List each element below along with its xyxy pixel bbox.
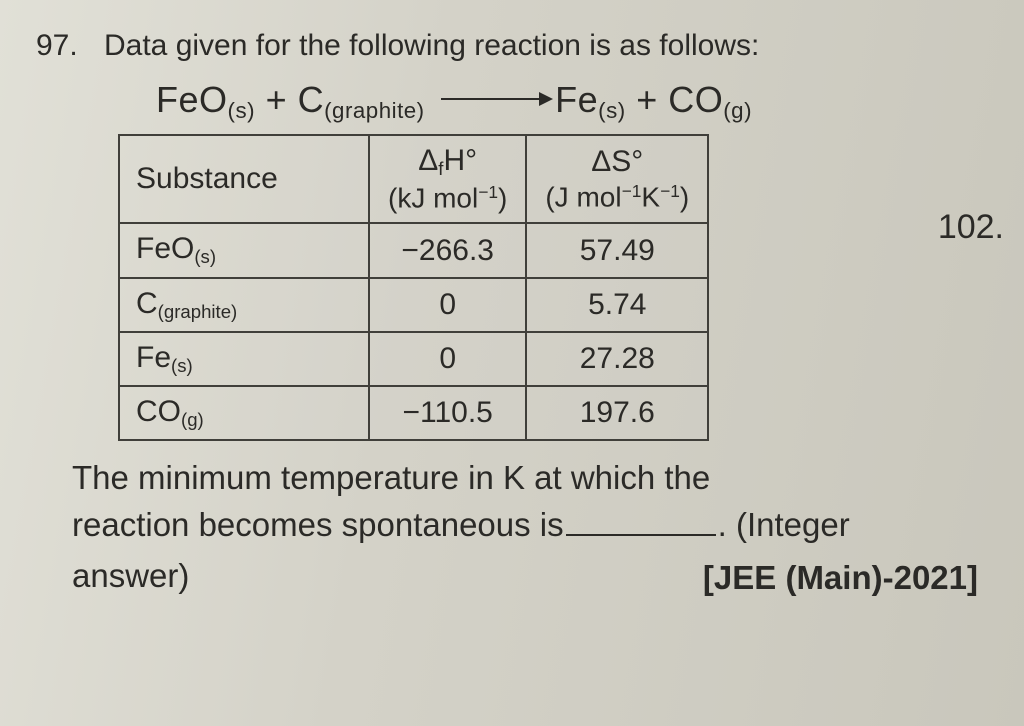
cell-substance: CO(g) <box>119 386 369 440</box>
table-row: Fe(s) 0 27.28 <box>119 332 708 386</box>
answer-blank <box>566 504 716 536</box>
cell-ds: 27.28 <box>526 332 708 386</box>
reactant-2-base: C <box>298 79 325 120</box>
cell-ds: 5.74 <box>526 278 708 332</box>
ds-unit: (J mol−1K−1) <box>545 181 689 214</box>
table-row: C(graphite) 0 5.74 <box>119 278 708 332</box>
dfh-symbol: Δ <box>418 144 438 177</box>
product-2-phase: (g) <box>723 98 752 123</box>
data-table-wrap: Substance ΔfH° (kJ mol−1) ΔS° (J mol−1K−… <box>118 134 988 442</box>
conclusion-line2a: reaction becomes spontaneous is <box>72 506 564 543</box>
cell-dfh: 0 <box>369 332 526 386</box>
product-1-base: Fe <box>555 79 598 120</box>
source-tag: [JEE (Main)-2021] <box>703 555 978 602</box>
page: 97. Data given for the following reactio… <box>0 0 1024 726</box>
col-header-ds: ΔS° (J mol−1K−1) <box>526 135 708 224</box>
cell-substance: C(graphite) <box>119 278 369 332</box>
plus-1: + <box>266 79 288 120</box>
cell-dfh: 0 <box>369 278 526 332</box>
next-question-number: 102. <box>938 208 1004 247</box>
dfh-rest: H° <box>443 144 477 177</box>
cell-ds: 57.49 <box>526 223 708 277</box>
dfh-unit: (kJ mol−1) <box>388 182 507 215</box>
cell-substance: FeO(s) <box>119 223 369 277</box>
col-header-dfh: ΔfH° (kJ mol−1) <box>369 135 526 224</box>
question-number: 97. <box>36 26 82 67</box>
cell-ds: 197.6 <box>526 386 708 440</box>
conclusion-line2b: . (Integer <box>718 506 850 543</box>
col-header-substance: Substance <box>119 135 369 224</box>
conclusion-last-line: answer) [JEE (Main)-2021] <box>72 553 978 600</box>
product-2-base: CO <box>668 79 723 120</box>
question-text: Data given for the following reaction is… <box>104 26 759 67</box>
plus-2: + <box>636 79 658 120</box>
reaction-equation: FeO(s) + C(graphite) Fe(s) + CO(g) <box>156 79 988 124</box>
table-header-row: Substance ΔfH° (kJ mol−1) ΔS° (J mol−1K−… <box>119 135 708 224</box>
cell-dfh: −266.3 <box>369 223 526 277</box>
cell-dfh: −110.5 <box>369 386 526 440</box>
reactant-1-phase: (s) <box>228 98 256 123</box>
reactant-1-base: FeO <box>156 79 228 120</box>
ds-symbol: ΔS° <box>591 145 643 178</box>
conclusion-line1: The minimum temperature in K at which th… <box>72 459 710 496</box>
reactant-2-phase: (graphite) <box>324 98 425 123</box>
question-row: 97. Data given for the following reactio… <box>36 26 988 67</box>
data-table: Substance ΔfH° (kJ mol−1) ΔS° (J mol−1K−… <box>118 134 709 442</box>
product-1-phase: (s) <box>598 98 626 123</box>
table-row: CO(g) −110.5 197.6 <box>119 386 708 440</box>
cell-substance: Fe(s) <box>119 332 369 386</box>
conclusion-line3: answer) <box>72 557 189 594</box>
conclusion-text: The minimum temperature in K at which th… <box>72 455 978 600</box>
table-row: FeO(s) −266.3 57.49 <box>119 223 708 277</box>
reaction-arrow-icon <box>441 98 551 100</box>
